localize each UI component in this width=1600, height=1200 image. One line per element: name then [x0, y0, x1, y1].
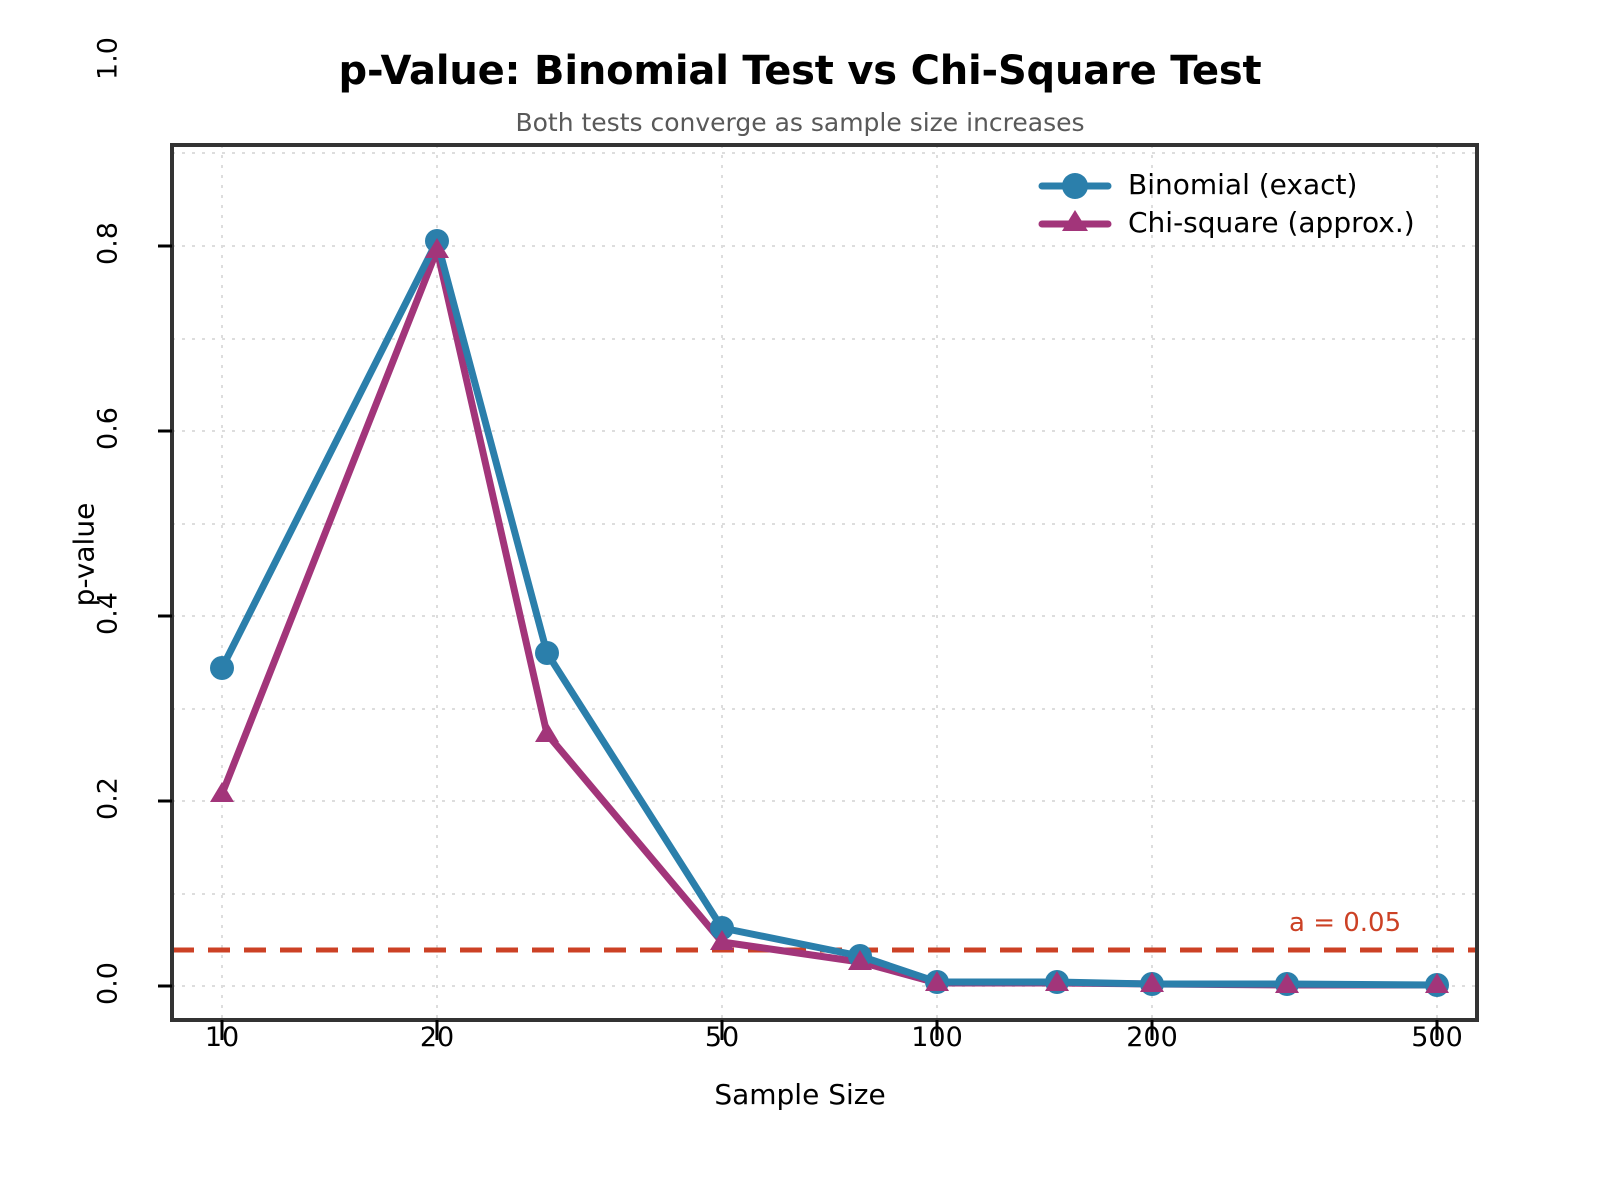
y-axis-title: p-value	[67, 502, 101, 607]
x-tick-label: 50	[704, 1022, 740, 1053]
x-tick-label: 20	[419, 1022, 455, 1053]
plot-panel-background	[172, 145, 1477, 1020]
legend-item-chisquare: Chi-square (approx.)	[1128, 206, 1415, 239]
page-title: p-Value: Binomial Test vs Chi-Square Tes…	[338, 48, 1262, 94]
y-tick-label: 0.2	[92, 777, 124, 820]
y-axis-ticks	[158, 244, 172, 988]
x-tick-label: 100	[911, 1022, 963, 1053]
legend-item-binomial: Binomial (exact)	[1128, 168, 1358, 201]
legend-swatch-binomial	[1038, 173, 1112, 199]
legend-swatch-chisquare	[1038, 210, 1112, 231]
x-tick-label: 500	[1411, 1022, 1463, 1053]
y-gridlines-major	[172, 338, 1477, 895]
series-line-binomial	[218, 237, 1441, 989]
chart-subtitle: Both tests converge as sample size incre…	[515, 108, 1085, 137]
x-axis-title: Sample Size	[714, 1078, 886, 1111]
y-gridlines	[172, 152, 1477, 987]
y-tick-label: 1.0	[92, 37, 124, 80]
y-tick-label: 0.0	[92, 962, 124, 1005]
alpha-threshold-label: a = 0.05	[1289, 908, 1402, 938]
x-axis-ticks	[220, 1020, 1439, 1040]
plot-panel-border	[170, 143, 1479, 1022]
series-markers-chisquare	[210, 238, 1449, 993]
x-tick-label: 200	[1126, 1022, 1178, 1053]
y-tick-label: 0.8	[92, 222, 124, 265]
x-tick-label: 10	[204, 1022, 240, 1053]
